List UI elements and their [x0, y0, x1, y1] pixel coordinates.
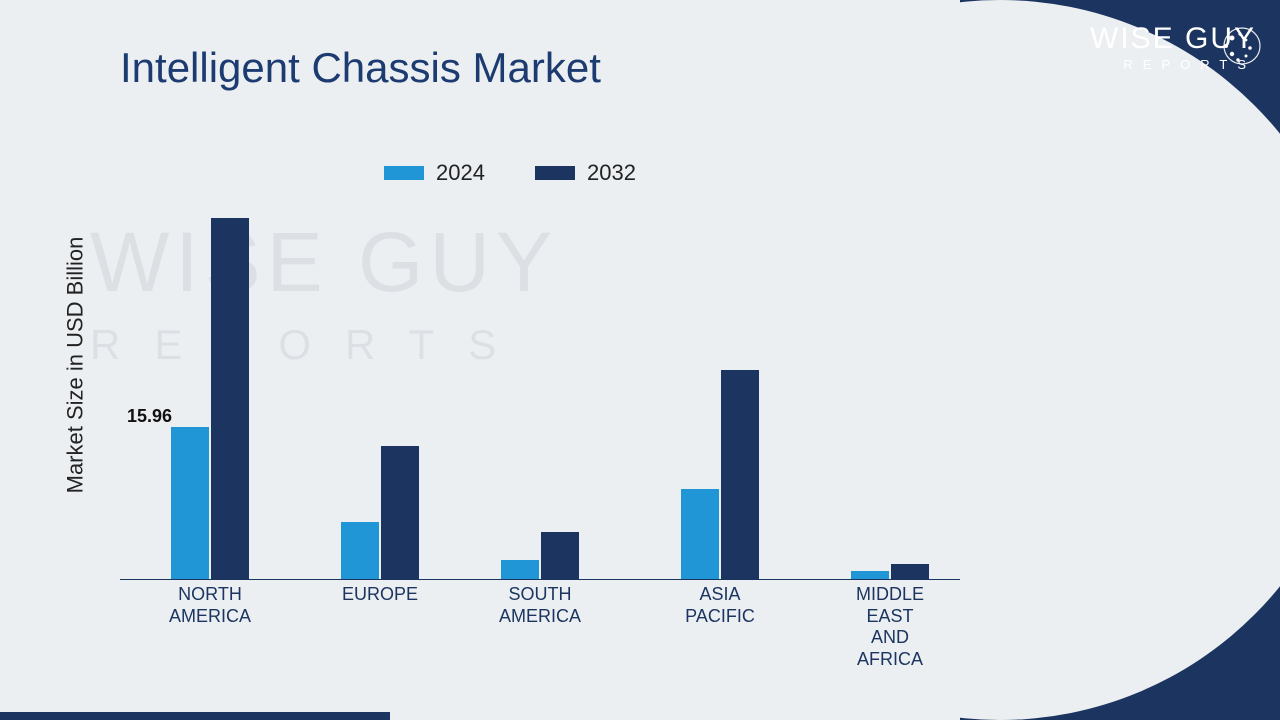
bar-2024 [171, 427, 209, 579]
legend-item-2032: 2032 [535, 160, 636, 186]
chart-title: Intelligent Chassis Market [120, 44, 601, 92]
bar-2032 [721, 370, 759, 579]
bar-2024 [341, 522, 379, 579]
legend-swatch-2024 [384, 166, 424, 180]
bar-value-label: 15.96 [127, 406, 172, 427]
bar-2032 [891, 564, 929, 579]
bar-group [681, 370, 759, 579]
bar-2024 [501, 560, 539, 579]
legend: 2024 2032 [60, 160, 960, 186]
plot-region: 15.96 [120, 200, 960, 580]
x-axis-category-label: NORTH AMERICA [140, 584, 280, 627]
bar-2024 [851, 571, 889, 579]
bar-2032 [541, 532, 579, 580]
bar-2024 [681, 489, 719, 579]
x-axis-category-label: EUROPE [310, 584, 450, 606]
x-axis-category-label: SOUTH AMERICA [470, 584, 610, 627]
bar-group [341, 446, 419, 579]
bar-2032 [381, 446, 419, 579]
chart-area: Market Size in USD Billion 2024 2032 15.… [60, 150, 960, 690]
logo-head-icon [1202, 20, 1262, 80]
legend-label-2032: 2032 [587, 160, 636, 186]
bar-group [501, 532, 579, 580]
legend-swatch-2032 [535, 166, 575, 180]
x-axis-category-label: MIDDLE EAST AND AFRICA [820, 584, 960, 670]
bottom-accent-bar [0, 712, 390, 720]
bar-group [851, 564, 929, 579]
wiseguy-logo: WISE GUY REPORTS [1090, 24, 1256, 71]
page-root: WISE GUY REPORTS Intelligent Chassis Mar… [0, 0, 1280, 720]
x-axis-category-label: ASIA PACIFIC [650, 584, 790, 627]
bar-2032 [211, 218, 249, 579]
x-axis-labels: NORTH AMERICA EUROPE SOUTH AMERICA ASIA PAC… [120, 584, 960, 694]
bar-group [171, 218, 249, 579]
y-axis-label-text: Market Size in USD Billion [62, 237, 88, 494]
y-axis-label: Market Size in USD Billion [60, 150, 90, 580]
legend-item-2024: 2024 [384, 160, 485, 186]
legend-label-2024: 2024 [436, 160, 485, 186]
